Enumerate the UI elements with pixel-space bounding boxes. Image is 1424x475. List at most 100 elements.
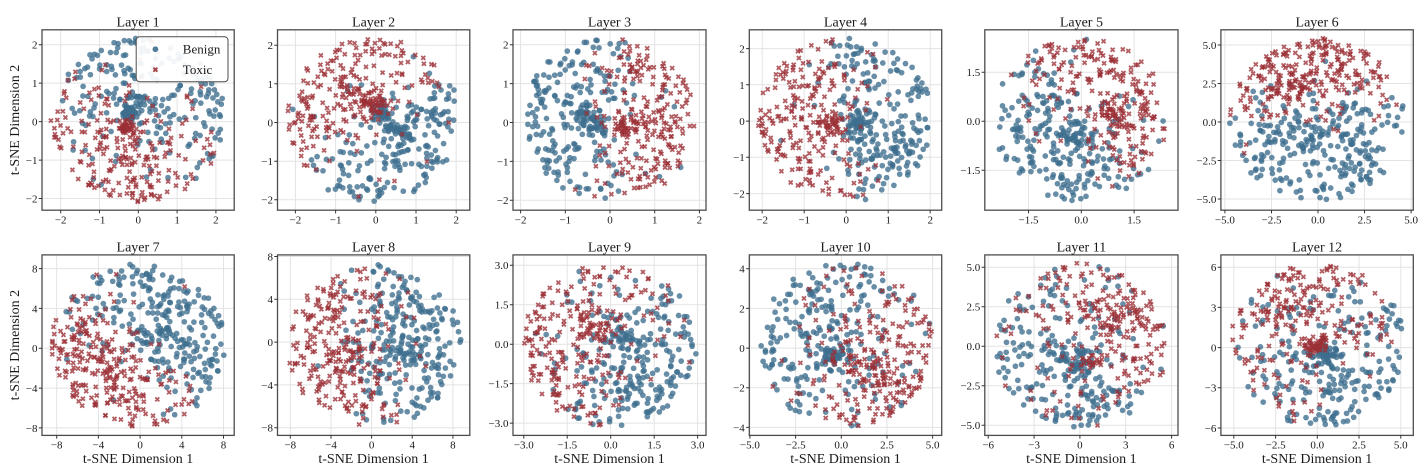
svg-text:0: 0 — [607, 214, 613, 226]
svg-text:−8: −8 — [261, 423, 273, 435]
svg-text:0: 0 — [503, 117, 509, 129]
svg-text:2: 2 — [927, 214, 933, 226]
svg-text:3: 3 — [1211, 302, 1217, 314]
svg-text:t-SNE Dimension 2: t-SNE Dimension 2 — [8, 65, 23, 175]
svg-text:−1.5: −1.5 — [960, 165, 980, 177]
svg-text:Layer 3: Layer 3 — [588, 15, 631, 30]
svg-text:4: 4 — [739, 264, 745, 276]
svg-text:t-SNE Dimension 1: t-SNE Dimension 1 — [554, 452, 664, 467]
svg-text:−1: −1 — [94, 214, 106, 226]
svg-text:2.5: 2.5 — [1358, 214, 1372, 226]
svg-text:0: 0 — [136, 214, 142, 226]
svg-text:8: 8 — [268, 251, 274, 263]
svg-text:2.5: 2.5 — [880, 440, 894, 452]
svg-text:1: 1 — [268, 79, 274, 91]
svg-text:−2: −2 — [55, 214, 67, 226]
svg-text:0: 0 — [32, 343, 38, 355]
svg-text:1: 1 — [739, 80, 745, 92]
svg-text:−1.5: −1.5 — [557, 440, 577, 452]
svg-text:−5.0: −5.0 — [740, 440, 760, 452]
svg-text:−4: −4 — [261, 380, 273, 392]
svg-text:2: 2 — [697, 214, 703, 226]
svg-text:5.0: 5.0 — [1203, 40, 1217, 52]
svg-text:−1: −1 — [330, 214, 342, 226]
svg-text:1: 1 — [652, 214, 658, 226]
svg-text:1.5: 1.5 — [967, 67, 981, 79]
svg-text:t-SNE Dimension 1: t-SNE Dimension 1 — [83, 452, 193, 467]
svg-text:0: 0 — [369, 440, 375, 452]
svg-text:−2: −2 — [290, 214, 302, 226]
svg-text:6: 6 — [1169, 440, 1175, 452]
svg-text:0.0: 0.0 — [834, 440, 848, 452]
svg-text:1: 1 — [503, 79, 509, 91]
svg-text:2.5: 2.5 — [1352, 440, 1366, 452]
svg-text:0: 0 — [268, 117, 274, 129]
svg-text:Layer 2: Layer 2 — [352, 15, 395, 30]
svg-text:−4: −4 — [733, 422, 745, 434]
svg-text:−1: −1 — [26, 155, 38, 167]
svg-text:−2.5: −2.5 — [960, 381, 980, 393]
svg-text:0.0: 0.0 — [967, 116, 981, 128]
svg-text:0: 0 — [843, 214, 849, 226]
svg-text:−2: −2 — [733, 383, 745, 395]
svg-text:4: 4 — [409, 440, 415, 452]
svg-text:2: 2 — [453, 214, 459, 226]
svg-text:t-SNE Dimension 1: t-SNE Dimension 1 — [318, 452, 428, 467]
svg-text:−8: −8 — [284, 440, 296, 452]
svg-text:−4: −4 — [325, 440, 337, 452]
svg-text:−2: −2 — [26, 193, 38, 205]
svg-text:0: 0 — [32, 117, 38, 129]
svg-text:5.0: 5.0 — [1404, 214, 1418, 226]
svg-text:Layer 7: Layer 7 — [117, 241, 160, 256]
svg-text:0.0: 0.0 — [495, 339, 509, 351]
svg-text:−1: −1 — [559, 214, 571, 226]
svg-text:t-SNE Dimension 2: t-SNE Dimension 2 — [8, 290, 23, 400]
svg-text:0.0: 0.0 — [1203, 117, 1217, 129]
svg-text:2: 2 — [739, 303, 745, 315]
svg-text:−3.0: −3.0 — [489, 418, 509, 430]
svg-text:1: 1 — [174, 214, 180, 226]
svg-text:−5.0: −5.0 — [1224, 440, 1244, 452]
svg-text:1.5: 1.5 — [495, 300, 509, 312]
svg-text:8: 8 — [32, 264, 38, 276]
svg-text:Layer 4: Layer 4 — [824, 15, 867, 30]
svg-text:0: 0 — [373, 214, 379, 226]
svg-text:Layer 11: Layer 11 — [1057, 241, 1107, 256]
svg-text:0: 0 — [739, 343, 745, 355]
svg-text:t-SNE Dimension 1: t-SNE Dimension 1 — [1026, 452, 1136, 467]
svg-text:1: 1 — [32, 78, 38, 90]
svg-text:Benign: Benign — [183, 42, 221, 57]
svg-text:−2: −2 — [733, 189, 745, 201]
svg-text:−8: −8 — [26, 423, 38, 435]
svg-text:−3: −3 — [1028, 440, 1040, 452]
svg-text:t-SNE Dimension 1: t-SNE Dimension 1 — [790, 452, 900, 467]
svg-text:2.5: 2.5 — [967, 302, 981, 314]
svg-text:1.5: 1.5 — [647, 440, 661, 452]
svg-text:−2.5: −2.5 — [1266, 440, 1286, 452]
svg-text:−5.0: −5.0 — [1215, 214, 1235, 226]
svg-text:4: 4 — [179, 440, 185, 452]
svg-text:Layer 5: Layer 5 — [1060, 15, 1103, 30]
svg-text:Toxic: Toxic — [183, 62, 213, 77]
svg-text:−8: −8 — [51, 440, 63, 452]
svg-text:0: 0 — [268, 337, 274, 349]
svg-text:4: 4 — [268, 294, 274, 306]
svg-text:Layer 9: Layer 9 — [588, 241, 631, 256]
svg-text:3: 3 — [1123, 440, 1129, 452]
svg-text:0.0: 0.0 — [967, 341, 981, 353]
svg-text:0: 0 — [137, 440, 143, 452]
svg-text:−3: −3 — [1205, 383, 1217, 395]
svg-text:4: 4 — [32, 303, 38, 315]
svg-text:−2.5: −2.5 — [1262, 214, 1282, 226]
svg-text:0.0: 0.0 — [1074, 214, 1088, 226]
svg-text:6: 6 — [1211, 262, 1217, 274]
svg-text:−2: −2 — [497, 195, 509, 207]
svg-text:Layer 8: Layer 8 — [352, 241, 395, 256]
svg-text:0.0: 0.0 — [1310, 440, 1324, 452]
svg-text:1.5: 1.5 — [1127, 214, 1141, 226]
svg-text:−1: −1 — [497, 156, 509, 168]
svg-text:−5.0: −5.0 — [1196, 194, 1216, 206]
svg-text:−6: −6 — [982, 440, 994, 452]
svg-text:0: 0 — [1077, 440, 1083, 452]
svg-text:Layer 1: Layer 1 — [117, 15, 160, 30]
